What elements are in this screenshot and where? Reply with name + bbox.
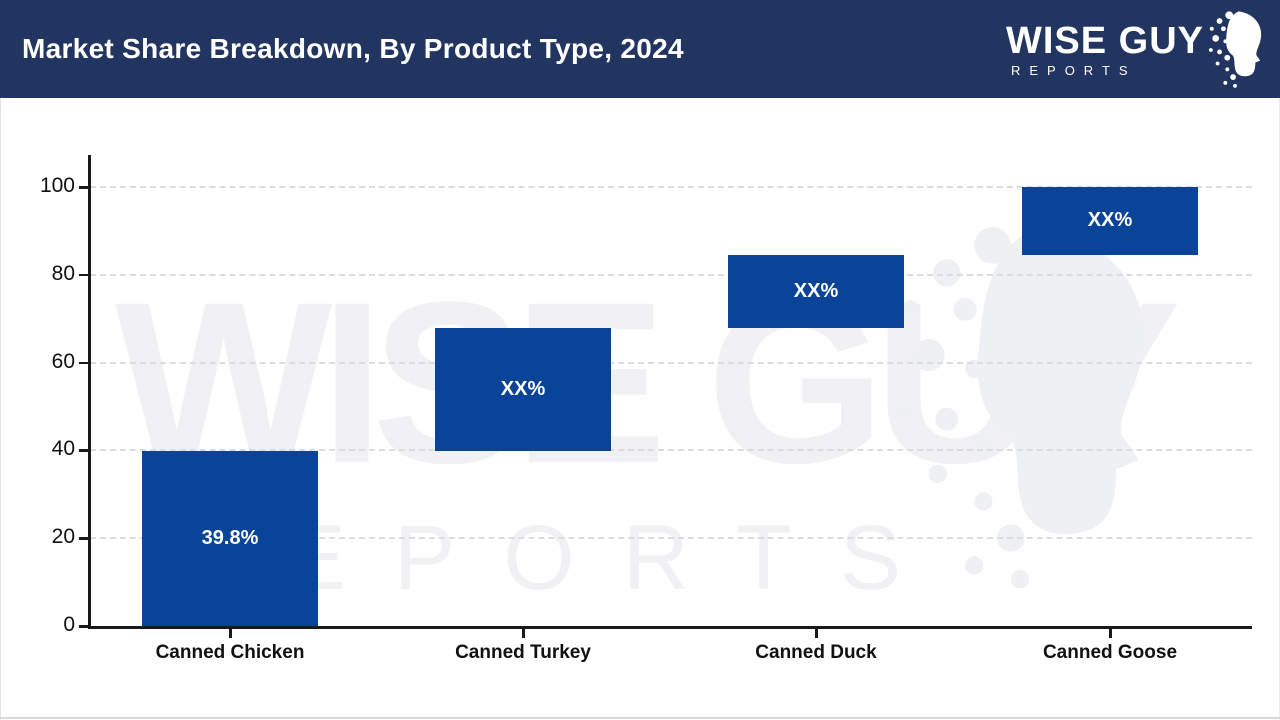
bar-canned-chicken: 39.8% [142, 451, 318, 626]
logo-subtitle: REPORTS [1010, 63, 1137, 78]
x-axis-line [88, 626, 1252, 629]
y-axis-tick-label: 100 [39, 174, 75, 197]
x-axis-tick [522, 629, 525, 638]
y-axis-tick [79, 449, 89, 452]
page-edge-left [0, 98, 1, 720]
wiseguy-logo: WISE GUY REPORTS [1006, 6, 1264, 94]
y-axis-tick-label: 0 [63, 613, 75, 636]
x-axis-tick [815, 629, 818, 638]
x-axis-category-label: Canned Chicken [155, 642, 305, 663]
y-axis-tick-label: 40 [51, 437, 75, 461]
bar-value-label: XX% [500, 378, 546, 401]
bar-canned-goose: XX% [1022, 187, 1198, 255]
y-axis-tick-label: 80 [51, 261, 75, 285]
y-axis-tick [79, 273, 89, 277]
x-axis-category-label: Canned Goose [1042, 642, 1178, 663]
y-axis-tick-label: 60 [51, 349, 75, 373]
x-axis-tick [1109, 629, 1112, 638]
x-axis-category-label: Canned Turkey [455, 642, 591, 663]
logo-head-icon [1208, 11, 1262, 88]
x-axis-tick [229, 629, 232, 638]
page-title: Market Share Breakdown, By Product Type,… [22, 33, 684, 64]
page-edge-bottom [0, 717, 1280, 719]
gridline [90, 273, 1252, 276]
y-axis-tick [79, 537, 89, 540]
gridline [90, 537, 1252, 540]
logo-name: WISE GUY [1005, 20, 1204, 62]
bar-canned-turkey: XX% [435, 327, 611, 452]
bar-value-label: XX% [1087, 209, 1133, 232]
y-axis-tick [79, 625, 89, 628]
gridline [90, 449, 1252, 452]
y-axis-tick-label: 20 [51, 525, 75, 549]
bar-value-label: XX% [793, 279, 839, 302]
bar-canned-duck: XX% [728, 254, 904, 328]
y-axis-tick [79, 361, 89, 365]
header: Market Share Breakdown, By Product Type,… [0, 0, 1280, 98]
gridline [90, 361, 1252, 364]
gridline [90, 186, 1252, 188]
bar-value-label: 39.8% [201, 527, 259, 550]
watermark-head-icon [896, 227, 1144, 589]
x-axis-category-label: Canned Duck [755, 642, 877, 663]
logo-wordmark: WISE GUY REPORTS [1006, 22, 1204, 78]
y-axis-tick [79, 186, 89, 189]
y-axis-line [88, 155, 91, 629]
